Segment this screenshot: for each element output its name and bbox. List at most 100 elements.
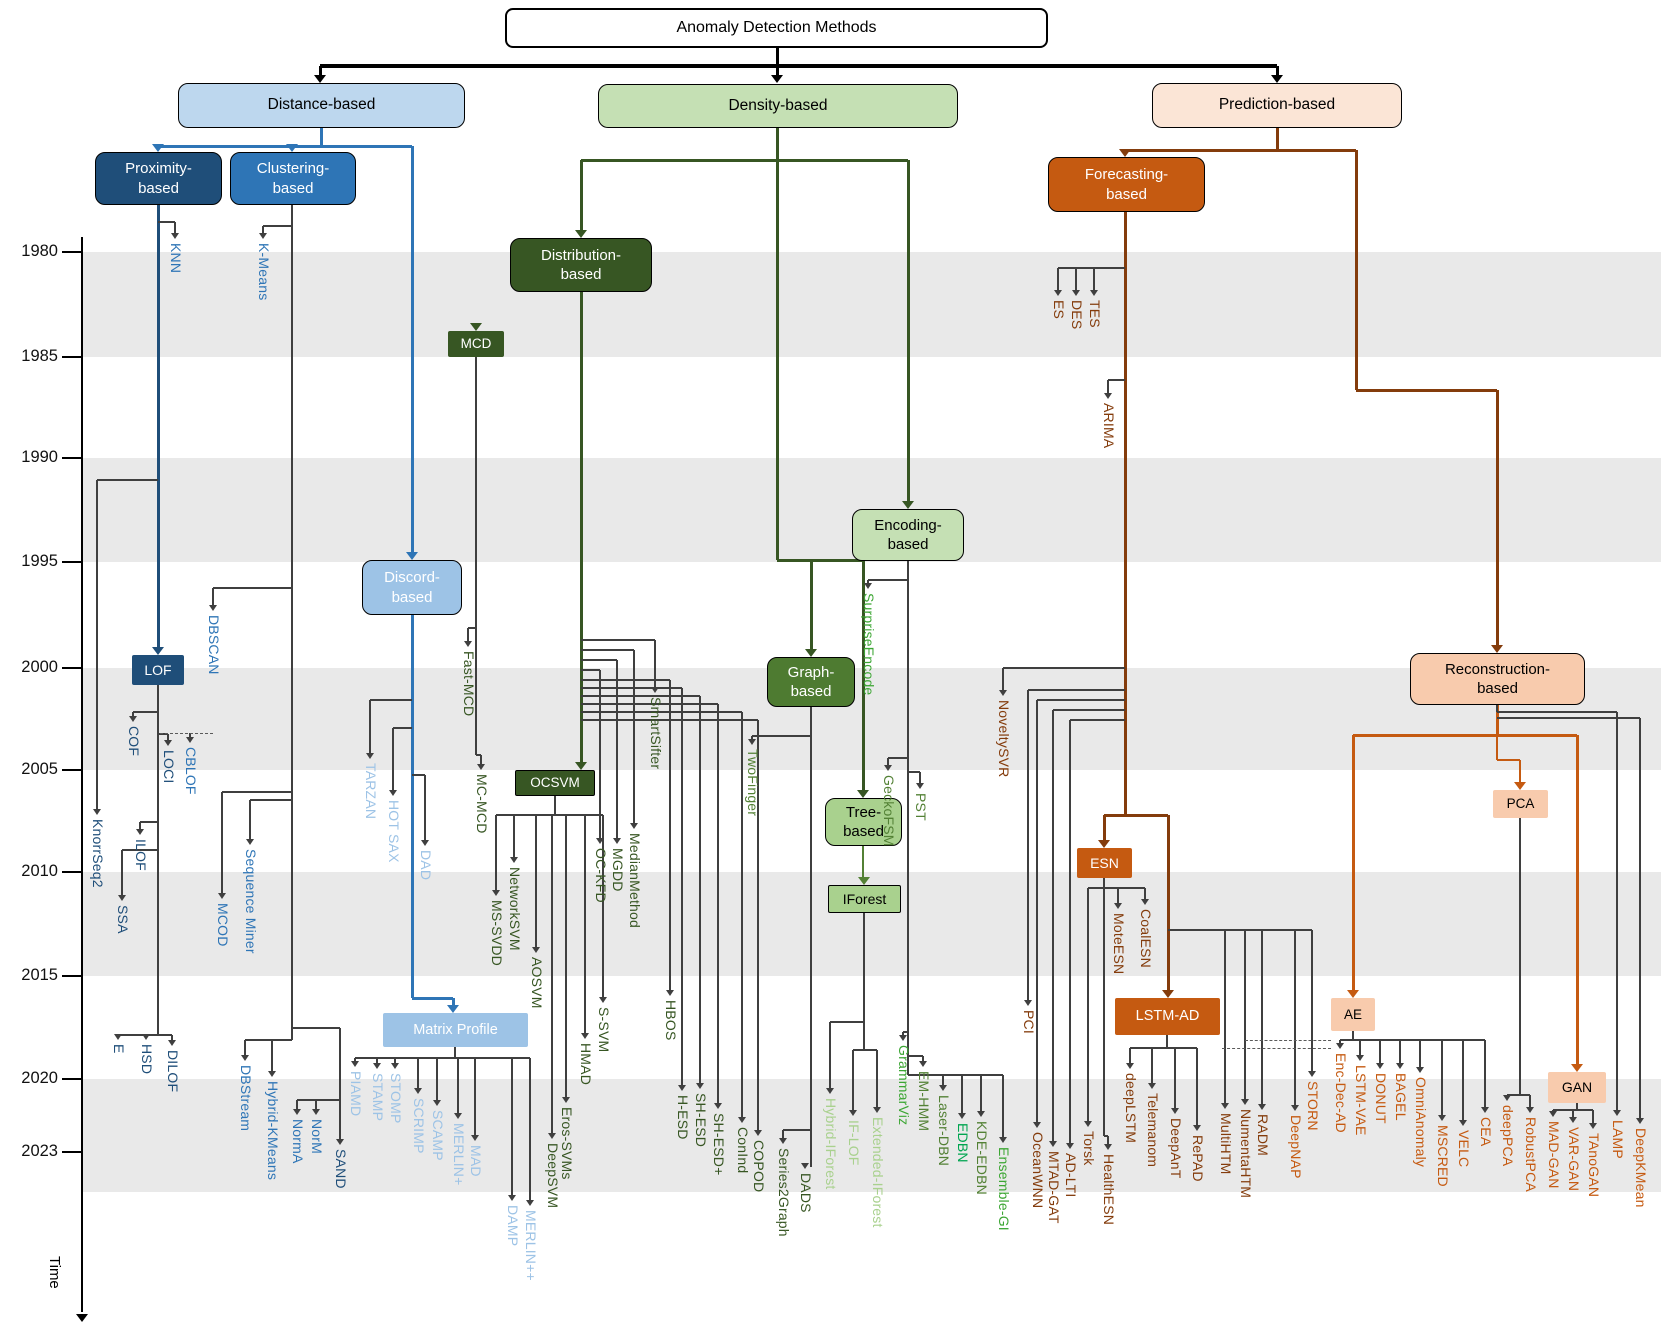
- down-arrow-icon: [612, 837, 621, 844]
- connector-line: [1196, 1048, 1198, 1129]
- connector-line: [908, 1055, 923, 1057]
- down-arrow-icon: [1119, 149, 1131, 157]
- node-label: OCSVM: [530, 775, 580, 791]
- node-label: Proximity-: [125, 160, 192, 177]
- method-enc-dec-ad: Enc-Dec-AD: [1333, 1053, 1349, 1133]
- connector-line: [887, 758, 889, 769]
- year-label: 2020: [21, 1069, 58, 1087]
- down-arrow-icon: [1415, 1066, 1424, 1073]
- connector-line: [410, 615, 414, 998]
- down-arrow-icon: [152, 647, 164, 655]
- node-label: based: [272, 179, 314, 197]
- down-arrow-icon: [1192, 1124, 1201, 1131]
- connector-line: [584, 815, 586, 1037]
- node-distribution-based: Distribution-based: [510, 238, 652, 292]
- down-arrow-icon: [92, 808, 101, 815]
- connector-line: [775, 66, 779, 78]
- down-arrow-icon: [1491, 645, 1503, 653]
- down-arrow-icon: [1375, 1062, 1384, 1069]
- connector-line: [513, 815, 515, 861]
- connector-line: [245, 1039, 292, 1041]
- method-damp: DAMP: [505, 1205, 521, 1247]
- method-dad: DAD: [418, 850, 434, 881]
- method-k-means: K-Means: [256, 243, 272, 301]
- down-arrow-icon: [598, 996, 607, 1003]
- method-ilof: ILOF: [133, 839, 149, 871]
- method-merlin: MERLIN++: [523, 1210, 539, 1281]
- connector-line: [1088, 887, 1145, 889]
- connector-line: [212, 588, 214, 609]
- down-arrow-icon: [267, 1070, 276, 1077]
- method-cea: CEA: [1478, 1117, 1494, 1147]
- down-arrow-icon: [240, 1054, 249, 1061]
- connector-line: [1495, 390, 1499, 648]
- connector-line: [318, 66, 322, 78]
- down-arrow-icon: [286, 144, 298, 152]
- connector-line: [863, 1022, 865, 1050]
- connector-line: [579, 292, 583, 765]
- connector-line: [741, 712, 743, 1121]
- connector-line: [942, 1075, 944, 1089]
- connector-line: [1519, 818, 1521, 1095]
- connector-line: [392, 728, 394, 794]
- connector-line: [296, 1100, 298, 1113]
- connector-line: [250, 799, 292, 801]
- connector-line: [1224, 930, 1226, 1107]
- down-arrow-icon: [1170, 1107, 1179, 1114]
- down-arrow-icon: [170, 232, 179, 239]
- down-arrow-icon: [1588, 1122, 1597, 1129]
- connector-line: [417, 1058, 419, 1092]
- connector-line: [782, 1130, 784, 1142]
- method-cblof: CBLOF: [183, 747, 199, 795]
- down-arrow-icon: [1023, 999, 1032, 1006]
- connector-line: [213, 587, 292, 589]
- connector-line: [1103, 888, 1105, 1136]
- down-arrow-icon: [1502, 1094, 1511, 1101]
- connector-line: [339, 1028, 341, 1143]
- connector-line: [369, 700, 371, 757]
- connector-line: [868, 579, 908, 581]
- node-label: LSTM-AD: [1135, 1008, 1200, 1025]
- down-arrow-icon: [1355, 1054, 1364, 1061]
- connector-line: [717, 704, 719, 1107]
- down-arrow-icon: [1071, 289, 1080, 296]
- connector-line: [81, 237, 83, 1312]
- connector-line: [410, 146, 414, 556]
- connector-line: [1572, 1110, 1574, 1121]
- connector-line: [1351, 735, 1355, 993]
- down-arrow-icon: [1612, 1109, 1621, 1116]
- down-arrow-icon: [547, 1132, 556, 1139]
- down-arrow-icon: [858, 877, 870, 885]
- method-des: DES: [1069, 300, 1085, 330]
- down-arrow-icon: [1437, 1114, 1446, 1121]
- method-geckofsm: GeckoFSM: [881, 775, 897, 847]
- connector-line: [777, 558, 863, 562]
- node-tree-based: Tree-based: [825, 798, 902, 846]
- connector-line: [1518, 760, 1522, 785]
- connector-line: [581, 158, 908, 162]
- connector-line: [581, 639, 655, 641]
- connector-line: [681, 688, 683, 1089]
- node-label: based: [138, 179, 179, 197]
- node-ocsvm: OCSVM: [515, 770, 595, 796]
- connector-line: [1353, 733, 1577, 737]
- connector-line: [271, 1040, 273, 1075]
- down-arrow-icon: [1335, 1042, 1344, 1049]
- down-arrow-icon: [1525, 1106, 1534, 1113]
- method-norm: NorM: [309, 1119, 325, 1155]
- down-arrow-icon: [650, 686, 659, 693]
- connector-line: [775, 160, 779, 560]
- node-iforest: IForest: [828, 885, 901, 913]
- timeline-tick: [62, 1078, 82, 1080]
- connector-line: [1052, 710, 1054, 1145]
- connector-line: [457, 1058, 459, 1117]
- down-arrow-icon: [747, 738, 756, 745]
- down-arrow-icon: [1113, 902, 1122, 909]
- down-arrow-icon: [152, 144, 164, 152]
- down-arrow-icon: [476, 763, 485, 770]
- connector-line: [830, 1021, 864, 1023]
- connector-line: [1107, 380, 1109, 397]
- down-arrow-icon: [938, 1084, 947, 1091]
- down-arrow-icon: [470, 1134, 479, 1141]
- node-root: Anomaly Detection Methods: [505, 8, 1048, 48]
